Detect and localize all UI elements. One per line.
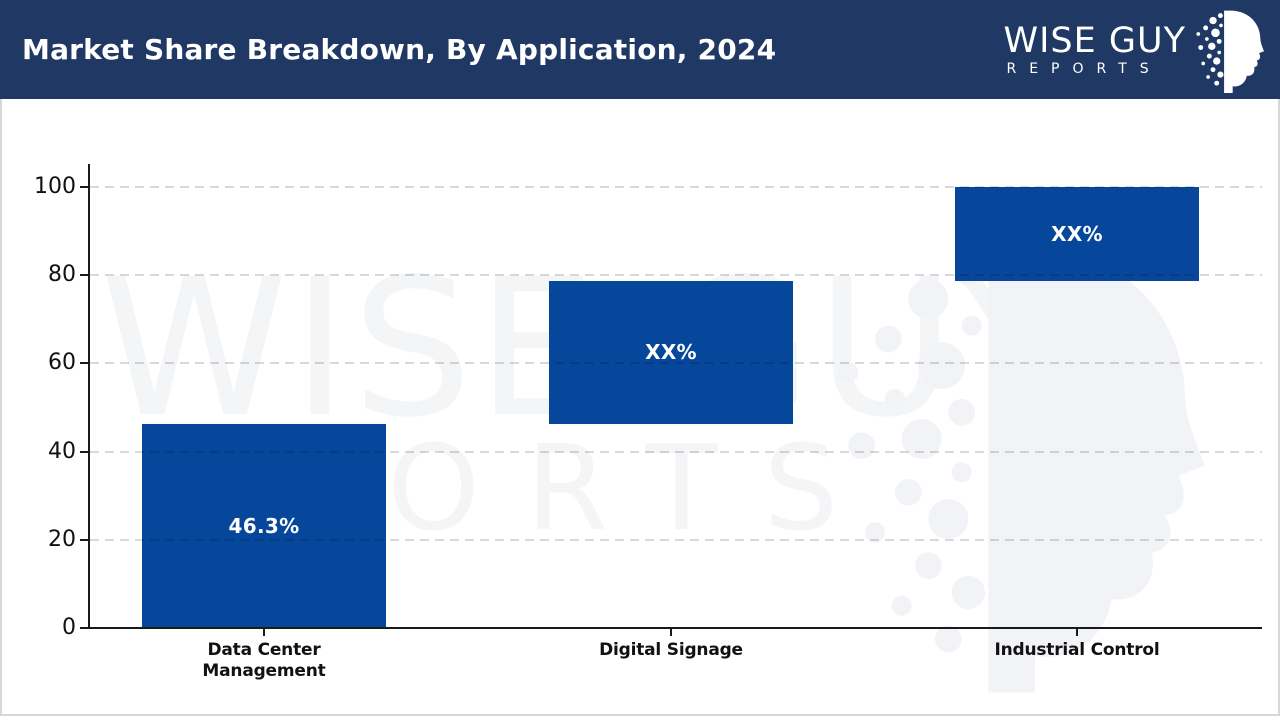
y-tick-label: 40 <box>48 438 76 464</box>
y-tick-label: 60 <box>48 350 76 376</box>
y-tick-mark <box>80 186 88 188</box>
x-tick-mark <box>1076 629 1078 636</box>
bar-value-label: XX% <box>1051 221 1103 246</box>
x-tick-mark <box>263 629 265 636</box>
logo-wordmark: WISE GUY <box>1003 21 1186 61</box>
panel-border <box>0 99 2 716</box>
y-tick-label: 20 <box>48 526 76 552</box>
y-tick-label: 80 <box>48 262 76 288</box>
header-bar: Market Share Breakdown, By Application, … <box>0 0 1280 99</box>
panel-border <box>1278 99 1280 716</box>
x-tick-mark <box>670 629 672 636</box>
y-tick-mark <box>80 538 88 541</box>
wiseguy-logo: WISE GUY REPORTS <box>996 4 1268 96</box>
bar-value-label: 46.3% <box>228 513 300 538</box>
gridline-40 <box>90 450 1262 453</box>
y-tick-mark <box>80 274 88 277</box>
y-tick-mark <box>80 450 88 453</box>
wiseguy-head-icon <box>1196 10 1265 93</box>
y-tick-label: 0 <box>62 615 76 640</box>
x-axis-line <box>88 627 1262 629</box>
category-label: Industrial Control <box>994 640 1160 660</box>
bar-1 <box>142 423 386 628</box>
bar-value-label: XX% <box>645 340 697 365</box>
category-label: Data Center Management <box>202 640 326 682</box>
page-title: Market Share Breakdown, By Application, … <box>22 33 777 66</box>
category-label: Digital Signage <box>599 640 743 660</box>
logo-text: WISE GUY REPORTS <box>1003 21 1186 77</box>
gridline-100 <box>90 186 1262 188</box>
logo-subtitle: REPORTS <box>1006 61 1162 77</box>
gridline-80 <box>90 274 1262 277</box>
y-axis-line <box>88 164 90 629</box>
y-tick-mark <box>80 627 88 629</box>
panel-border <box>0 714 1280 716</box>
y-tick-mark <box>80 362 88 365</box>
y-tick-label: 100 <box>34 174 76 199</box>
gridline-20 <box>90 538 1262 541</box>
gridline-60 <box>90 362 1262 365</box>
bar-2 <box>549 280 793 424</box>
